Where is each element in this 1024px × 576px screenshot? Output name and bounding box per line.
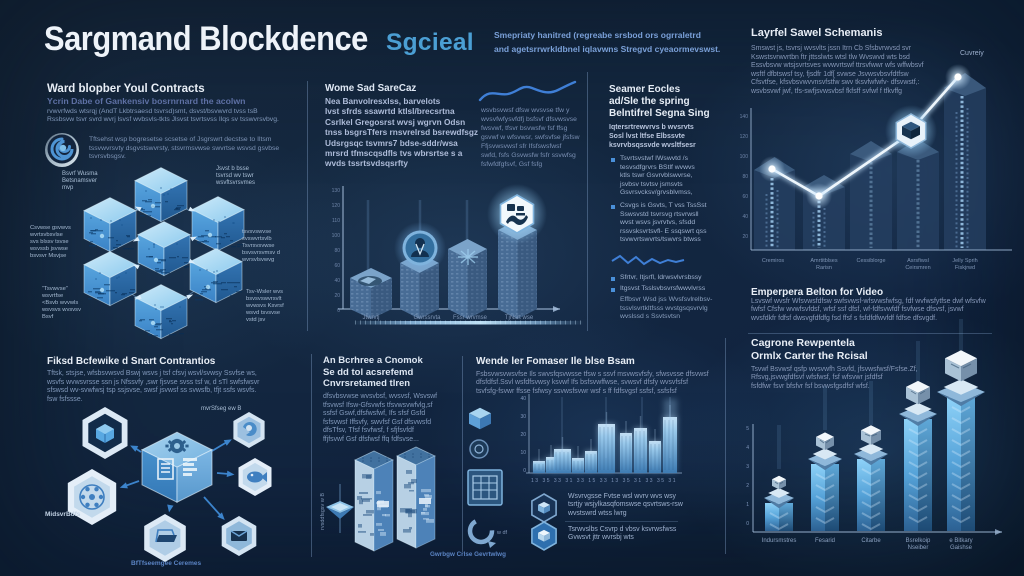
svg-text:20: 20	[520, 432, 526, 438]
svg-text:130: 130	[332, 188, 341, 194]
svg-text:w df: w df	[496, 530, 508, 536]
svg-text:100: 100	[740, 154, 749, 160]
svg-text:40: 40	[520, 396, 526, 402]
svg-text:120: 120	[332, 203, 341, 209]
svg-text:5: 5	[746, 426, 749, 432]
svg-text:Asrsfiwsl: Asrsfiwsl	[907, 258, 929, 264]
svg-text:100: 100	[332, 233, 341, 239]
svg-text:Indursmstres: Indursmstres	[762, 538, 797, 544]
svg-text:2: 2	[746, 483, 749, 489]
svg-text:Cessiblorge: Cessiblorge	[856, 258, 885, 264]
svg-text:Bsrelkoip: Bsrelkoip	[906, 538, 931, 544]
svg-text:Cremiros: Cremiros	[762, 258, 785, 264]
svg-text:4: 4	[746, 445, 749, 451]
svg-text:80: 80	[334, 248, 340, 254]
svg-text:20: 20	[742, 234, 748, 240]
svg-text:10: 10	[520, 450, 526, 456]
svg-text:Jtwrvtj: Jtwrvtj	[363, 315, 380, 321]
svg-text:Ceirsmren: Ceirsmren	[905, 265, 930, 271]
svg-text:0: 0	[337, 308, 340, 314]
svg-text:Gaishse: Gaishse	[950, 545, 973, 551]
svg-text:Fssr wrvmse: Fssr wrvmse	[453, 315, 488, 321]
svg-text:80: 80	[742, 174, 748, 180]
svg-text:Nseiber: Nseiber	[908, 545, 929, 551]
svg-text:60: 60	[334, 263, 340, 269]
svg-text:13 35 33 31 33 15 33 13 35 31: 13 35 33 31 33 15 33 13 35 31 33 35 31	[531, 478, 677, 484]
svg-text:20: 20	[334, 293, 340, 299]
svg-text:30: 30	[520, 414, 526, 420]
svg-text:e Bitkary: e Bitkary	[949, 538, 972, 544]
svg-text:Fiskjrwd: Fiskjrwd	[955, 265, 975, 271]
svg-text:Rarisn: Rarisn	[816, 265, 832, 271]
svg-text:0: 0	[523, 468, 526, 474]
svg-text:40: 40	[742, 214, 748, 220]
svg-text:140: 140	[740, 114, 749, 120]
svg-text:3: 3	[746, 464, 749, 470]
svg-text:120: 120	[740, 134, 749, 140]
svg-text:110: 110	[332, 218, 340, 224]
svg-text:Citarbe: Citarbe	[861, 538, 881, 544]
svg-text:40: 40	[334, 278, 340, 284]
svg-text:TjNsrt wse: TjNsrt wse	[505, 315, 534, 321]
svg-text:Amrtitblses: Amrtitblses	[810, 258, 837, 264]
svg-text:Fesarid: Fesarid	[815, 538, 835, 544]
svg-text:0: 0	[746, 521, 749, 527]
svg-text:Gwrssrvta: Gwrssrvta	[414, 315, 442, 321]
svg-text:1: 1	[746, 502, 749, 508]
svg-text:Jelly Sprih: Jelly Sprih	[952, 258, 977, 264]
svg-text:60: 60	[742, 194, 748, 200]
